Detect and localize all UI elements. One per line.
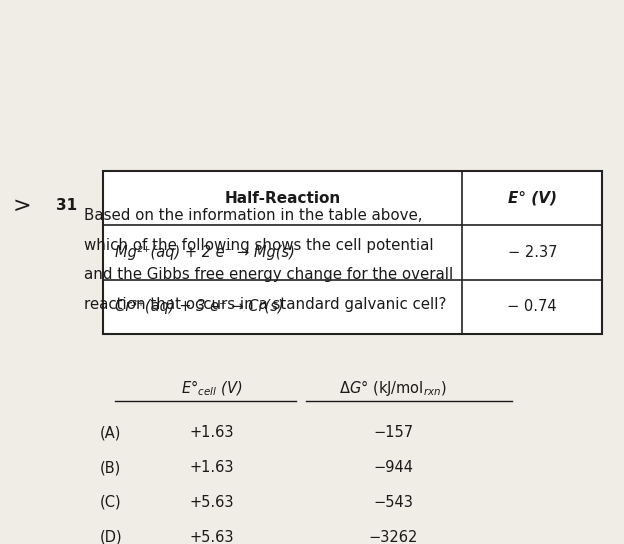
Text: −944: −944: [373, 460, 413, 475]
Text: $\Delta G°$ (kJ/mol$_{rxn}$): $\Delta G°$ (kJ/mol$_{rxn}$): [339, 378, 447, 398]
Text: Based on the information in the table above,: Based on the information in the table ab…: [84, 208, 422, 224]
Text: >: >: [12, 196, 31, 216]
Text: (B): (B): [100, 460, 121, 475]
Text: −3262: −3262: [368, 529, 418, 544]
Text: Mg²⁺(aq) + 2 e⁻ → Mg(s): Mg²⁺(aq) + 2 e⁻ → Mg(s): [115, 245, 295, 260]
Text: which of the following shows the cell potential: which of the following shows the cell po…: [84, 238, 434, 253]
Text: − 0.74: − 0.74: [507, 299, 557, 314]
Text: E° (V): E° (V): [508, 191, 557, 206]
Text: Half-Reaction: Half-Reaction: [225, 191, 341, 206]
Text: Cr³⁺(aq) + 3 e⁻ → Cr(s): Cr³⁺(aq) + 3 e⁻ → Cr(s): [115, 299, 284, 314]
Text: (C): (C): [100, 495, 122, 510]
Text: +5.63: +5.63: [190, 529, 235, 544]
Text: +1.63: +1.63: [190, 460, 235, 475]
Text: +5.63: +5.63: [190, 495, 235, 510]
Text: −543: −543: [373, 495, 413, 510]
Text: reaction that occurs in a standard galvanic cell?: reaction that occurs in a standard galva…: [84, 296, 447, 312]
Text: $E°_{cell}$ (V): $E°_{cell}$ (V): [182, 379, 243, 398]
Text: (D): (D): [100, 529, 122, 544]
Text: (A): (A): [100, 425, 121, 441]
Bar: [103, 171, 602, 334]
Text: − 2.37: − 2.37: [507, 245, 557, 260]
Text: −157: −157: [373, 425, 413, 441]
Text: and the Gibbs free energy change for the overall: and the Gibbs free energy change for the…: [84, 267, 454, 282]
Text: +1.63: +1.63: [190, 425, 235, 441]
Text: 31: 31: [56, 198, 77, 213]
